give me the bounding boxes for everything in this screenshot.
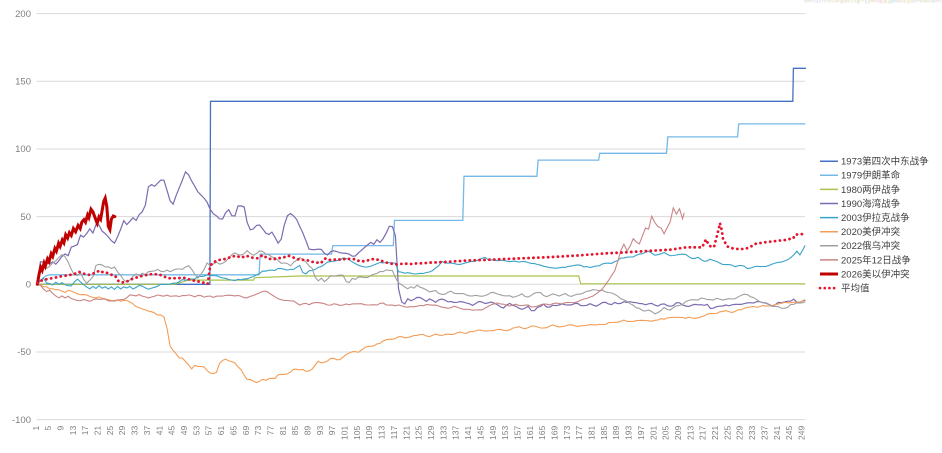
svg-text:5: 5 — [43, 426, 53, 431]
svg-text:65: 65 — [228, 426, 238, 436]
svg-text:-50: -50 — [17, 347, 31, 358]
svg-text:73: 73 — [253, 426, 263, 436]
svg-text:217: 217 — [698, 426, 708, 440]
svg-text:17: 17 — [80, 426, 90, 436]
svg-text:165: 165 — [537, 426, 547, 440]
svg-text:241: 241 — [772, 426, 782, 440]
svg-text:200: 200 — [15, 9, 31, 20]
svg-text:117: 117 — [389, 426, 399, 440]
svg-text:9: 9 — [56, 426, 66, 431]
svg-text:121: 121 — [401, 426, 411, 440]
svg-text:213: 213 — [685, 426, 695, 440]
svg-text:0: 0 — [26, 280, 31, 291]
svg-text:33: 33 — [130, 426, 140, 436]
svg-text:53: 53 — [191, 426, 201, 436]
svg-text:101: 101 — [340, 426, 350, 440]
svg-text:57: 57 — [204, 426, 214, 436]
svg-text:173: 173 — [562, 426, 572, 440]
svg-text:149: 149 — [488, 426, 498, 440]
svg-text:197: 197 — [636, 426, 646, 440]
svg-text:181: 181 — [587, 426, 597, 440]
svg-text:41: 41 — [154, 426, 164, 436]
svg-text:85: 85 — [290, 426, 300, 436]
svg-text:-100: -100 — [12, 415, 31, 426]
svg-text:49: 49 — [179, 426, 189, 436]
svg-text:193: 193 — [624, 426, 634, 440]
svg-text:平均值: 平均值 — [841, 283, 870, 295]
svg-text:100: 100 — [15, 144, 31, 155]
svg-text:150: 150 — [15, 77, 31, 88]
svg-text:2020美伊冲突: 2020美伊冲突 — [841, 226, 901, 238]
svg-text:145: 145 — [475, 426, 485, 440]
svg-text:109: 109 — [364, 426, 374, 440]
svg-text:157: 157 — [512, 426, 522, 440]
svg-text:233: 233 — [747, 426, 757, 440]
svg-text:141: 141 — [463, 426, 473, 440]
svg-text:105: 105 — [352, 426, 362, 440]
svg-text:229: 229 — [735, 426, 745, 440]
svg-text:2025年12日战争: 2025年12日战争 — [841, 254, 911, 266]
svg-text:77: 77 — [265, 426, 275, 436]
svg-text:1990海湾战争: 1990海湾战争 — [841, 198, 901, 210]
svg-text:225: 225 — [722, 426, 732, 440]
svg-text:221: 221 — [710, 426, 720, 440]
svg-text:237: 237 — [759, 426, 769, 440]
svg-text:69: 69 — [241, 426, 251, 436]
svg-text:1979伊朗革命: 1979伊朗革命 — [841, 170, 901, 182]
svg-text:133: 133 — [438, 426, 448, 440]
svg-text:50: 50 — [20, 212, 31, 223]
svg-text:201: 201 — [648, 426, 658, 440]
svg-text:97: 97 — [327, 426, 337, 436]
svg-text:2003伊拉克战争: 2003伊拉克战争 — [841, 212, 910, 224]
svg-text:113: 113 — [377, 426, 387, 440]
svg-text:25: 25 — [105, 426, 115, 436]
svg-text:93: 93 — [315, 426, 325, 436]
svg-text:245: 245 — [784, 426, 794, 440]
svg-text:205: 205 — [661, 426, 671, 440]
svg-text:137: 137 — [451, 426, 461, 440]
svg-text:169: 169 — [550, 426, 560, 440]
svg-text:161: 161 — [525, 426, 535, 440]
svg-text:177: 177 — [574, 426, 584, 440]
svg-text:129: 129 — [426, 426, 436, 440]
svg-text:2026美以伊冲突: 2026美以伊冲突 — [841, 268, 910, 280]
svg-text:13: 13 — [68, 426, 78, 436]
svg-text:153: 153 — [500, 426, 510, 440]
svg-text:45: 45 — [167, 426, 177, 436]
svg-text:89: 89 — [303, 426, 313, 436]
svg-text:29: 29 — [117, 426, 127, 436]
svg-text:1: 1 — [31, 426, 41, 431]
svg-text:209: 209 — [673, 426, 683, 440]
svg-text:37: 37 — [142, 426, 152, 436]
svg-text:189: 189 — [611, 426, 621, 440]
svg-text:2022俄乌冲突: 2022俄乌冲突 — [841, 240, 901, 252]
svg-text:125: 125 — [414, 426, 424, 440]
svg-text:1980两伊战争: 1980两伊战争 — [841, 184, 901, 196]
svg-text:81: 81 — [278, 426, 288, 436]
svg-text:249: 249 — [797, 426, 807, 440]
svg-text:1973第四次中东战争: 1973第四次中东战争 — [841, 156, 929, 168]
svg-text:61: 61 — [216, 426, 226, 436]
svg-text:21: 21 — [93, 426, 103, 436]
svg-text:185: 185 — [599, 426, 609, 440]
